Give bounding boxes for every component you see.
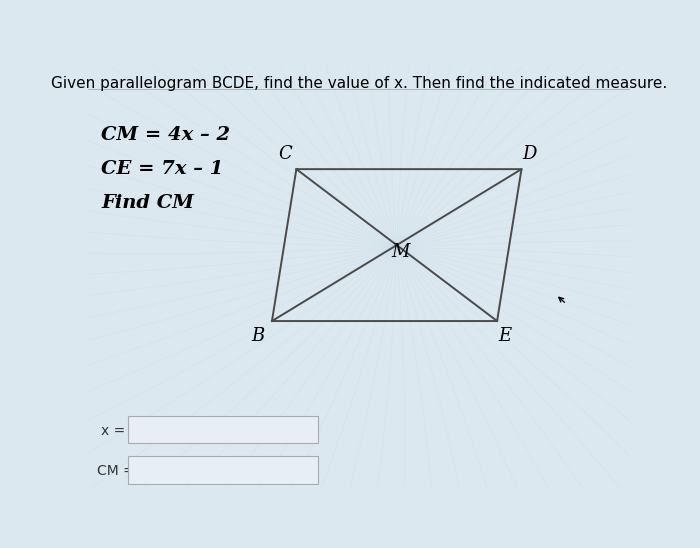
Text: D: D bbox=[522, 145, 537, 163]
Text: C: C bbox=[279, 145, 293, 163]
Text: CM = 4x – 2: CM = 4x – 2 bbox=[101, 127, 230, 144]
Text: Given parallelogram BCDE, find the value of x. Then find the indicated measure.: Given parallelogram BCDE, find the value… bbox=[50, 76, 667, 92]
FancyBboxPatch shape bbox=[128, 456, 318, 483]
Text: x =: x = bbox=[101, 424, 125, 438]
Text: M: M bbox=[391, 243, 409, 261]
Text: B: B bbox=[252, 327, 265, 345]
Text: CM =: CM = bbox=[97, 464, 135, 478]
Text: E: E bbox=[498, 327, 512, 345]
FancyBboxPatch shape bbox=[128, 416, 318, 443]
Text: CE = 7x – 1: CE = 7x – 1 bbox=[101, 160, 223, 178]
Text: Find CM: Find CM bbox=[101, 194, 194, 212]
